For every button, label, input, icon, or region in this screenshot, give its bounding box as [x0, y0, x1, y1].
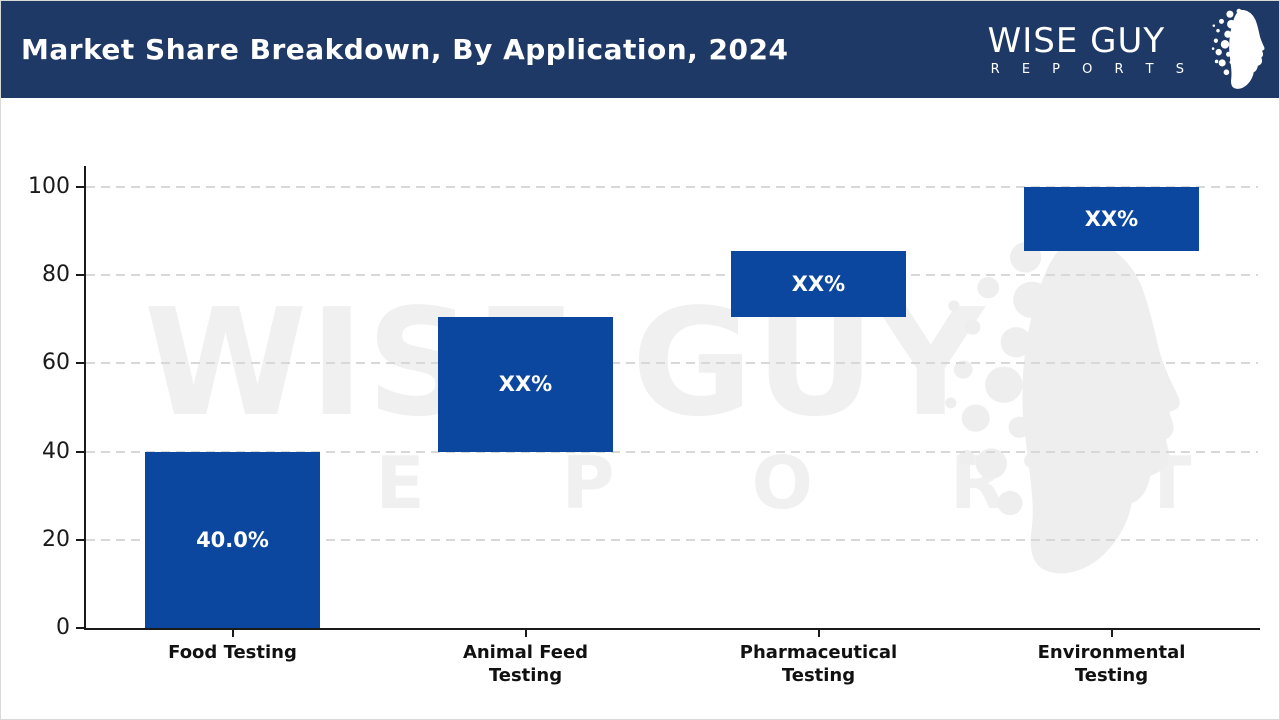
y-axis-tick: [76, 450, 84, 453]
y-axis-tick: [76, 538, 84, 541]
x-axis-tick: [524, 630, 527, 637]
category-label: Food Testing: [168, 642, 297, 663]
y-axis-spine: [84, 166, 86, 630]
x-axis-spine: [84, 628, 1260, 630]
logo-text: WISE GUY R E P O R T S: [987, 21, 1193, 77]
page-title: Market Share Breakdown, By Application, …: [21, 33, 789, 66]
category-label: Animal Feed Testing: [462, 642, 589, 686]
bar-value-label: XX%: [498, 372, 553, 397]
plot-area: 0 20 40 60 80 100 40.0% Food Testing XX% Animal F…: [28, 166, 1260, 686]
logo-subtitle: R E P O R T S: [990, 61, 1193, 77]
waterfall-bar: XX%: [438, 317, 613, 452]
y-tick-label: 80: [42, 262, 70, 288]
y-tick-label: 0: [56, 615, 70, 640]
gridline: [86, 186, 1258, 188]
header-bar: Market Share Breakdown, By Application, …: [1, 1, 1279, 98]
bar-value-label: XX%: [791, 272, 846, 297]
y-axis-tick: [76, 186, 84, 188]
y-tick-label: 40: [42, 438, 70, 464]
gridline: [86, 362, 1258, 365]
x-axis-tick: [231, 630, 234, 637]
logo-name: WISE GUY: [987, 21, 1166, 62]
y-tick-label: 100: [28, 174, 70, 199]
y-axis-tick: [76, 627, 84, 629]
waterfall-bar: 40.0%: [145, 451, 320, 628]
gridline: [86, 538, 1258, 541]
wise-guy-reports-logo: WISE GUY R E P O R T S: [988, 7, 1267, 93]
waterfall-bar: XX%: [731, 250, 906, 318]
bar-value-label: 40.0%: [196, 527, 269, 552]
y-tick-label: 60: [42, 350, 70, 376]
y-tick-label: 20: [42, 526, 70, 552]
category-label: Pharmaceutical Testing: [739, 642, 898, 686]
gridline: [86, 450, 1258, 453]
bar-value-label: XX%: [1084, 206, 1139, 231]
x-axis-tick: [1110, 630, 1113, 637]
y-axis-tick: [76, 362, 84, 365]
waterfall-bar: XX%: [1024, 187, 1199, 251]
y-axis-tick: [76, 274, 84, 277]
category-label: Environmental Testing: [1037, 642, 1186, 686]
dotted-head-icon: [1211, 8, 1265, 89]
gridline: [86, 274, 1258, 277]
x-axis-tick: [817, 630, 820, 637]
